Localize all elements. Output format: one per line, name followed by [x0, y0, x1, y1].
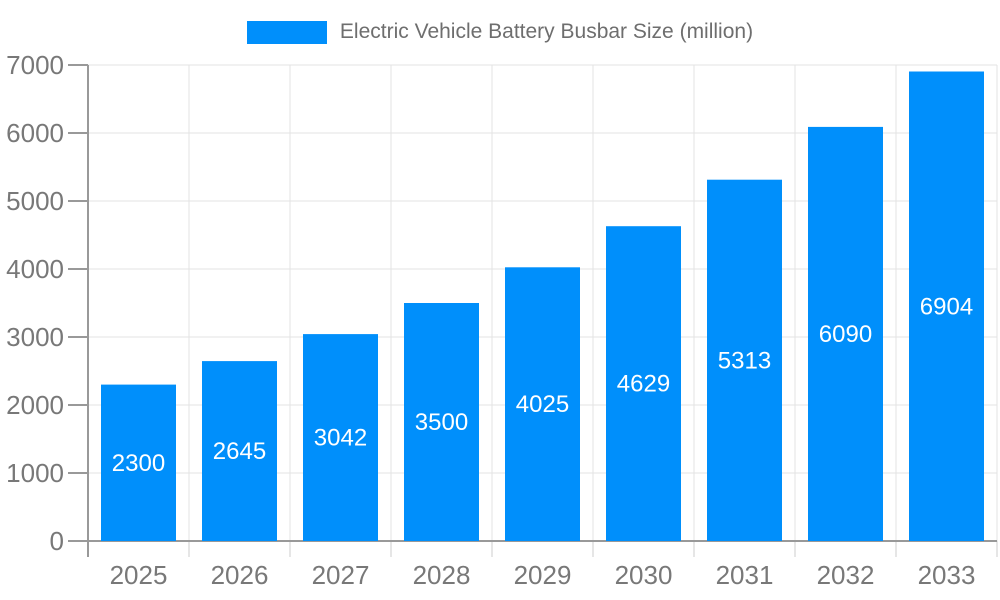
bar[interactable] — [303, 334, 378, 541]
bar-value-label: 5313 — [718, 347, 771, 374]
y-tick-label: 3000 — [6, 322, 64, 352]
bar[interactable] — [808, 126, 883, 542]
bar-value-label: 4629 — [617, 371, 670, 398]
bar-value-label: 2645 — [213, 438, 266, 465]
legend[interactable]: Electric Vehicle Battery Busbar Size (mi… — [0, 18, 1000, 46]
bar[interactable] — [101, 384, 176, 541]
x-tick-label: 2029 — [514, 560, 572, 590]
x-tick-label: 2025 — [110, 560, 168, 590]
x-tick-label: 2027 — [312, 560, 370, 590]
bar-value-label: 4025 — [516, 391, 569, 418]
x-tick-label: 2028 — [413, 560, 471, 590]
x-tick-label: 2033 — [918, 560, 976, 590]
x-tick-label: 2031 — [716, 560, 774, 590]
bar[interactable] — [707, 179, 782, 541]
bar[interactable] — [606, 226, 681, 541]
bar-value-label: 3042 — [314, 425, 367, 452]
legend-label: Electric Vehicle Battery Busbar Size (mi… — [339, 20, 754, 43]
y-tick-label: 0 — [50, 526, 64, 556]
bar[interactable] — [505, 267, 580, 541]
x-tick-label: 2026 — [211, 560, 269, 590]
y-tick-label: 6000 — [6, 118, 64, 148]
y-tick-label: 2000 — [6, 390, 64, 420]
bar[interactable] — [909, 71, 984, 542]
bar-value-label: 3500 — [415, 409, 468, 436]
x-tick-label: 2030 — [615, 560, 673, 590]
y-tick-label: 4000 — [6, 254, 64, 284]
x-tick-label: 2032 — [817, 560, 875, 590]
bar[interactable] — [202, 361, 277, 541]
bar-value-label: 6904 — [920, 293, 973, 320]
y-tick-label: 7000 — [6, 50, 64, 80]
bar-value-label: 6090 — [819, 321, 872, 348]
y-tick-label: 1000 — [6, 458, 64, 488]
y-tick-label: 5000 — [6, 186, 64, 216]
legend-swatch — [246, 20, 327, 44]
bar[interactable] — [404, 303, 479, 541]
bar-value-label: 2300 — [112, 450, 165, 477]
